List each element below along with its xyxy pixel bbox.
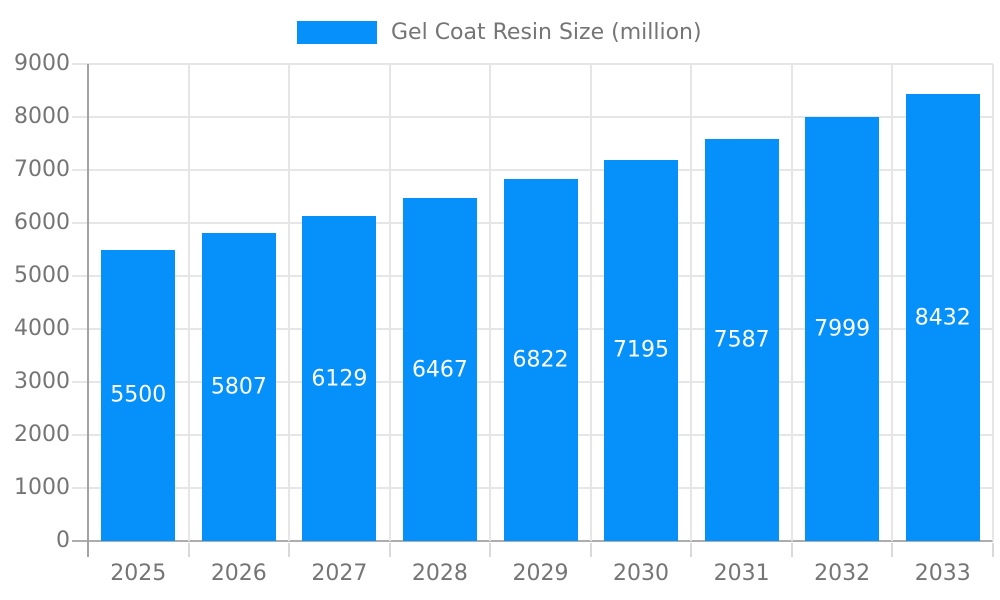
category-gridline (187, 64, 190, 541)
y-axis-tick-label: 5000 (14, 263, 70, 288)
y-axis-tick-label: 6000 (14, 210, 70, 235)
bar-2031[interactable]: 7587 (704, 138, 779, 541)
x-axis-tick-label: 2032 (814, 561, 871, 586)
bar-2033[interactable]: 8432 (905, 94, 980, 541)
bar-value-label: 6129 (311, 366, 368, 392)
x-axis-tick (187, 543, 190, 557)
legend-swatch (297, 21, 377, 44)
bar-value-label: 5500 (110, 382, 167, 408)
x-axis-tick (992, 543, 994, 557)
plot-area: 5500 5807 6129 6467 6822 7195 7587 7999 8432 (72, 63, 994, 557)
category-gridline (992, 64, 994, 541)
x-axis-tick (690, 543, 693, 557)
x-axis-tick (891, 543, 894, 557)
bar-2029[interactable]: 6822 (503, 179, 578, 541)
x-axis-baseline (72, 540, 993, 542)
y-axis-tick-label: 9000 (14, 51, 70, 76)
bar-2027[interactable]: 6129 (302, 216, 377, 541)
x-axis-tick (589, 543, 592, 557)
x-axis-tick-label: 2028 (411, 561, 468, 586)
x-axis-tick (790, 543, 793, 557)
bar-2032[interactable]: 7999 (805, 117, 880, 541)
bar-value-label: 6467 (411, 357, 468, 383)
category-gridline (489, 64, 492, 541)
y-gridline (72, 169, 993, 171)
category-gridline (288, 64, 291, 541)
category-gridline (790, 64, 793, 541)
bar-value-label: 7999 (814, 316, 871, 342)
legend-label: Gel Coat Resin Size (million) (391, 20, 702, 45)
bar-value-label: 7195 (613, 337, 670, 363)
bar-2026[interactable]: 5807 (201, 233, 276, 541)
bar-value-label: 8432 (914, 305, 971, 331)
x-axis-tick (288, 543, 291, 557)
y-axis-tick-label: 4000 (14, 316, 70, 341)
category-gridline (589, 64, 592, 541)
y-axis-tick-label: 2000 (14, 422, 70, 447)
category-gridline (690, 64, 693, 541)
legend[interactable]: Gel Coat Resin Size (million) (297, 20, 702, 45)
y-axis-tick-label: 1000 (14, 475, 70, 500)
x-axis-tick-label: 2033 (914, 561, 971, 586)
x-axis-tick-label: 2031 (713, 561, 770, 586)
bar-value-label: 7587 (713, 327, 770, 353)
y-axis-tick-label: 7000 (14, 157, 70, 182)
y-axis-line (87, 64, 89, 557)
category-gridline (891, 64, 894, 541)
y-axis-tick-label: 8000 (14, 104, 70, 129)
bar-value-label: 6822 (512, 347, 569, 373)
category-gridline (388, 64, 391, 541)
y-axis-tick-label: 3000 (14, 369, 70, 394)
x-axis-tick-label: 2029 (512, 561, 569, 586)
bar-2025[interactable]: 5500 (101, 249, 176, 541)
y-axis-tick-label: 0 (56, 528, 70, 553)
x-axis-tick (489, 543, 492, 557)
bar-2028[interactable]: 6467 (402, 198, 477, 541)
bar-2030[interactable]: 7195 (604, 159, 679, 541)
bar-value-label: 5807 (210, 374, 267, 400)
x-axis-tick-label: 2026 (210, 561, 267, 586)
y-gridline (72, 116, 993, 118)
x-axis-tick-label: 2030 (613, 561, 670, 586)
x-axis-tick-label: 2027 (311, 561, 368, 586)
y-gridline (72, 63, 993, 65)
x-axis-tick (388, 543, 391, 557)
x-axis-tick-label: 2025 (110, 561, 167, 586)
